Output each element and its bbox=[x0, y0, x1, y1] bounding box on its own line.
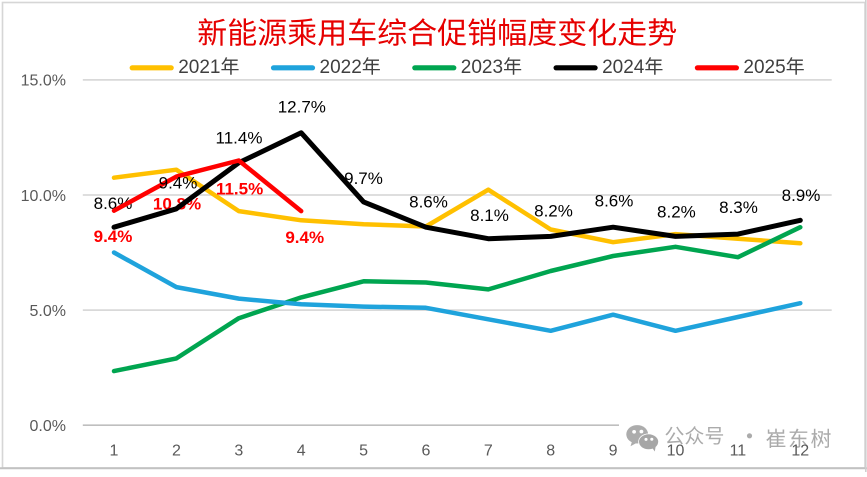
svg-text:12.7%: 12.7% bbox=[278, 98, 326, 117]
svg-text:0.0%: 0.0% bbox=[30, 418, 66, 435]
svg-text:7: 7 bbox=[484, 443, 493, 460]
svg-text:3: 3 bbox=[234, 443, 243, 460]
svg-text:1: 1 bbox=[110, 443, 119, 460]
svg-text:11: 11 bbox=[730, 443, 747, 460]
svg-text:9.4%: 9.4% bbox=[159, 174, 198, 193]
svg-text:9.7%: 9.7% bbox=[344, 169, 383, 188]
svg-text:8.3%: 8.3% bbox=[719, 198, 758, 217]
svg-text:8: 8 bbox=[546, 443, 555, 460]
svg-text:8.2%: 8.2% bbox=[657, 203, 696, 222]
svg-text:10.0%: 10.0% bbox=[21, 188, 66, 205]
svg-text:9: 9 bbox=[609, 443, 618, 460]
svg-text:9.4%: 9.4% bbox=[94, 227, 133, 246]
svg-text:10: 10 bbox=[667, 443, 685, 460]
svg-text:11.4%: 11.4% bbox=[216, 129, 263, 148]
svg-text:5: 5 bbox=[359, 443, 368, 460]
svg-text:8.6%: 8.6% bbox=[595, 192, 634, 211]
svg-text:2: 2 bbox=[172, 443, 181, 460]
svg-text:8.1%: 8.1% bbox=[470, 206, 509, 225]
svg-text:11.5%: 11.5% bbox=[216, 180, 263, 199]
svg-text:4: 4 bbox=[297, 443, 306, 460]
svg-text:2023: 2023 bbox=[461, 57, 503, 78]
svg-text:8.9%: 8.9% bbox=[782, 186, 821, 205]
svg-text:12: 12 bbox=[791, 443, 809, 460]
svg-text:2022: 2022 bbox=[320, 57, 362, 78]
svg-text:8.2%: 8.2% bbox=[534, 202, 573, 221]
svg-text:8.6%: 8.6% bbox=[409, 193, 448, 212]
svg-text:9.4%: 9.4% bbox=[285, 228, 324, 247]
svg-text:15.0%: 15.0% bbox=[21, 73, 66, 90]
svg-text:2024: 2024 bbox=[602, 57, 645, 78]
svg-text:6: 6 bbox=[421, 443, 430, 460]
svg-text:5.0%: 5.0% bbox=[30, 303, 66, 320]
svg-text:2021: 2021 bbox=[178, 57, 220, 78]
svg-text:2025: 2025 bbox=[743, 57, 785, 78]
